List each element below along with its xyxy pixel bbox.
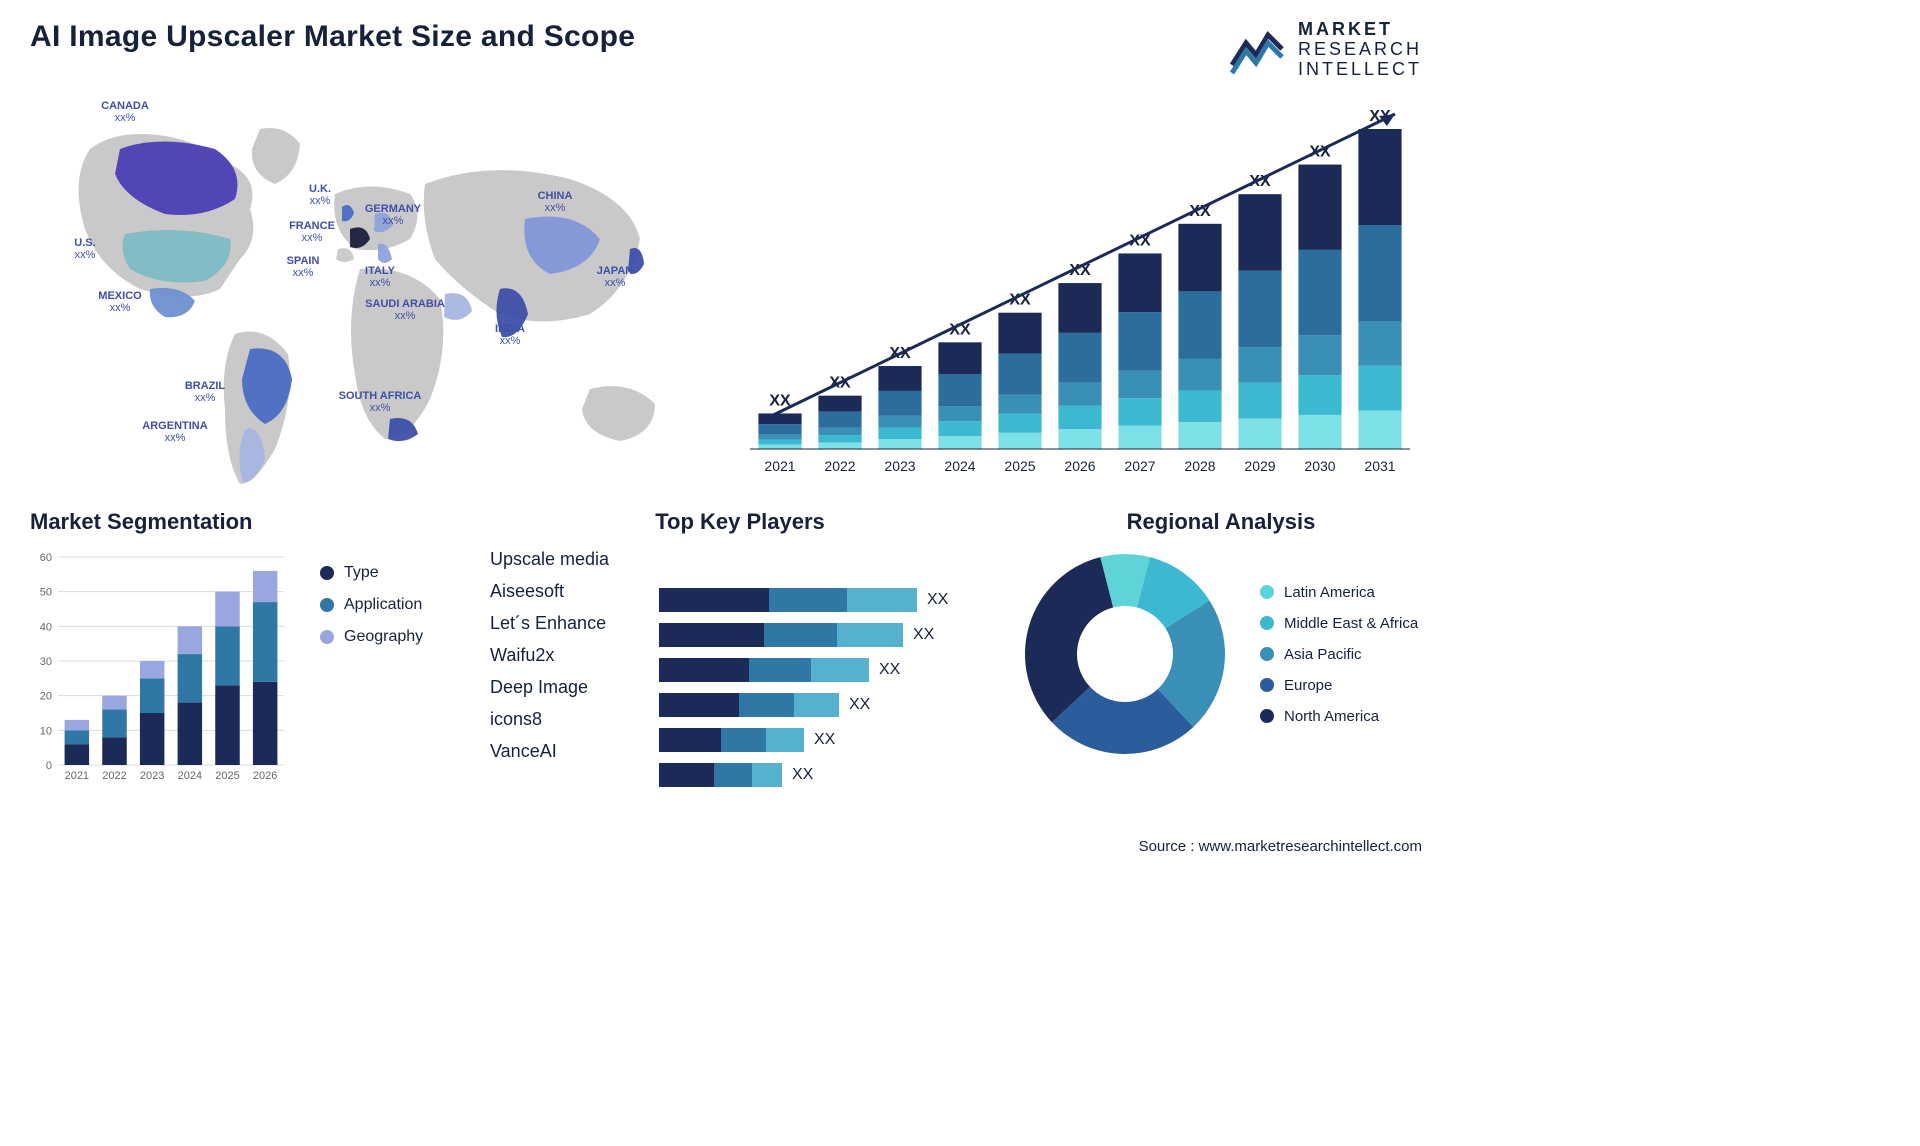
map-label: U.K.	[309, 183, 331, 195]
player-name: VanceAI	[490, 741, 655, 762]
player-names-column: Upscale media Aiseesoft Let´s Enhance Waifu…	[490, 549, 655, 787]
svg-text:xx%: xx%	[115, 112, 136, 124]
svg-text:xx%: xx%	[310, 195, 331, 207]
player-name: Deep Image	[490, 677, 655, 698]
map-label: SAUDI ARABIA	[365, 298, 445, 310]
player-name: Let´s Enhance	[490, 613, 655, 634]
svg-text:50: 50	[40, 587, 52, 599]
segmentation-legend: Type Application Geography	[320, 549, 423, 789]
map-label: ITALY	[365, 265, 396, 277]
svg-text:xx%: xx%	[605, 277, 626, 289]
map-label: SOUTH AFRICA	[339, 390, 422, 402]
legend-item: Application	[320, 596, 423, 614]
logo-line3: INTELLECT	[1298, 60, 1422, 80]
player-bar-row: XX	[659, 763, 990, 787]
map-label: CHINA	[538, 190, 573, 202]
svg-text:2022: 2022	[102, 770, 126, 782]
player-name: Waifu2x	[490, 645, 655, 666]
logo-line2: RESEARCH	[1298, 40, 1422, 60]
legend-item: Europe	[1260, 677, 1418, 694]
svg-text:2023: 2023	[884, 458, 915, 474]
legend-item: North America	[1260, 708, 1418, 725]
map-label: INDIA	[495, 323, 525, 335]
page-title: AI Image Upscaler Market Size and Scope	[30, 20, 635, 54]
players-title: Top Key Players	[490, 509, 990, 535]
legend-item: Geography	[320, 628, 423, 646]
player-bar-row	[659, 553, 990, 577]
svg-text:2029: 2029	[1244, 458, 1275, 474]
svg-text:30: 30	[40, 656, 52, 668]
svg-text:2030: 2030	[1304, 458, 1335, 474]
svg-text:xx%: xx%	[383, 215, 404, 227]
svg-text:2024: 2024	[178, 770, 202, 782]
svg-text:40: 40	[40, 622, 52, 634]
svg-text:2026: 2026	[253, 770, 277, 782]
svg-text:xx%: xx%	[370, 277, 391, 289]
map-label: MEXICO	[98, 290, 142, 302]
player-bars-column: XX XX XX XX XX XX	[659, 549, 990, 787]
map-label: SPAIN	[287, 255, 320, 267]
svg-text:10: 10	[40, 726, 52, 738]
legend-item: Type	[320, 564, 423, 582]
map-label: CANADA	[101, 100, 149, 112]
legend-item: Asia Pacific	[1260, 646, 1418, 663]
segmentation-panel: Market Segmentation 0 10 20 30 40 50 60 2021 202…	[30, 509, 460, 789]
growth-chart-panel: XX2021XX2022XX2023XX2024XX2025XX2026XX20…	[730, 89, 1422, 489]
segmentation-title: Market Segmentation	[30, 509, 460, 535]
svg-text:2025: 2025	[215, 770, 239, 782]
regional-legend: Latin America Middle East & Africa Asia Pa…	[1260, 584, 1418, 725]
svg-text:xx%: xx%	[165, 432, 186, 444]
svg-text:2026: 2026	[1064, 458, 1095, 474]
svg-text:2023: 2023	[140, 770, 164, 782]
map-label: U.S.	[74, 237, 95, 249]
player-bar-row: XX	[659, 588, 990, 612]
svg-text:2024: 2024	[944, 458, 975, 474]
svg-text:2022: 2022	[824, 458, 855, 474]
brand-logo: MARKET RESEARCH INTELLECT	[1228, 20, 1422, 79]
svg-text:xx%: xx%	[293, 267, 314, 279]
svg-text:xx%: xx%	[370, 402, 391, 414]
player-bar-row: XX	[659, 623, 990, 647]
map-label: GERMANY	[365, 203, 422, 215]
svg-text:20: 20	[40, 691, 52, 703]
svg-text:xx%: xx%	[395, 310, 416, 322]
svg-text:xx%: xx%	[545, 202, 566, 214]
logo-icon	[1228, 25, 1286, 75]
map-label: ARGENTINA	[142, 420, 207, 432]
player-name: icons8	[490, 709, 655, 730]
svg-text:2021: 2021	[65, 770, 89, 782]
svg-text:2027: 2027	[1124, 458, 1155, 474]
svg-text:xx%: xx%	[75, 249, 96, 261]
regional-title: Regional Analysis	[1020, 509, 1422, 535]
svg-text:xx%: xx%	[500, 335, 521, 347]
map-label: FRANCE	[289, 220, 335, 232]
world-map-panel: CANADAxx%U.S.xx%MEXICOxx%BRAZILxx%ARGENT…	[30, 89, 710, 489]
player-bar-row: XX	[659, 728, 990, 752]
map-label: JAPAN	[597, 265, 634, 277]
player-bar-row: XX	[659, 693, 990, 717]
players-panel: Top Key Players Upscale media Aiseesoft Le…	[490, 509, 990, 789]
logo-line1: MARKET	[1298, 20, 1422, 40]
svg-text:60: 60	[40, 552, 52, 564]
svg-text:2025: 2025	[1004, 458, 1035, 474]
svg-text:2028: 2028	[1184, 458, 1215, 474]
svg-text:xx%: xx%	[110, 302, 131, 314]
player-bar-row: XX	[659, 658, 990, 682]
svg-text:xx%: xx%	[302, 232, 323, 244]
svg-text:xx%: xx%	[195, 392, 216, 404]
svg-text:0: 0	[46, 760, 52, 772]
legend-item: Middle East & Africa	[1260, 615, 1418, 632]
player-name: Upscale media	[490, 549, 655, 570]
regional-panel: Regional Analysis Latin America Middle Ea…	[1020, 509, 1422, 789]
map-label: BRAZIL	[185, 380, 226, 392]
legend-item: Latin America	[1260, 584, 1418, 601]
player-name: Aiseesoft	[490, 581, 655, 602]
svg-text:2021: 2021	[764, 458, 795, 474]
source-label: Source : www.marketresearchintellect.com	[1139, 838, 1422, 855]
svg-text:2031: 2031	[1364, 458, 1395, 474]
